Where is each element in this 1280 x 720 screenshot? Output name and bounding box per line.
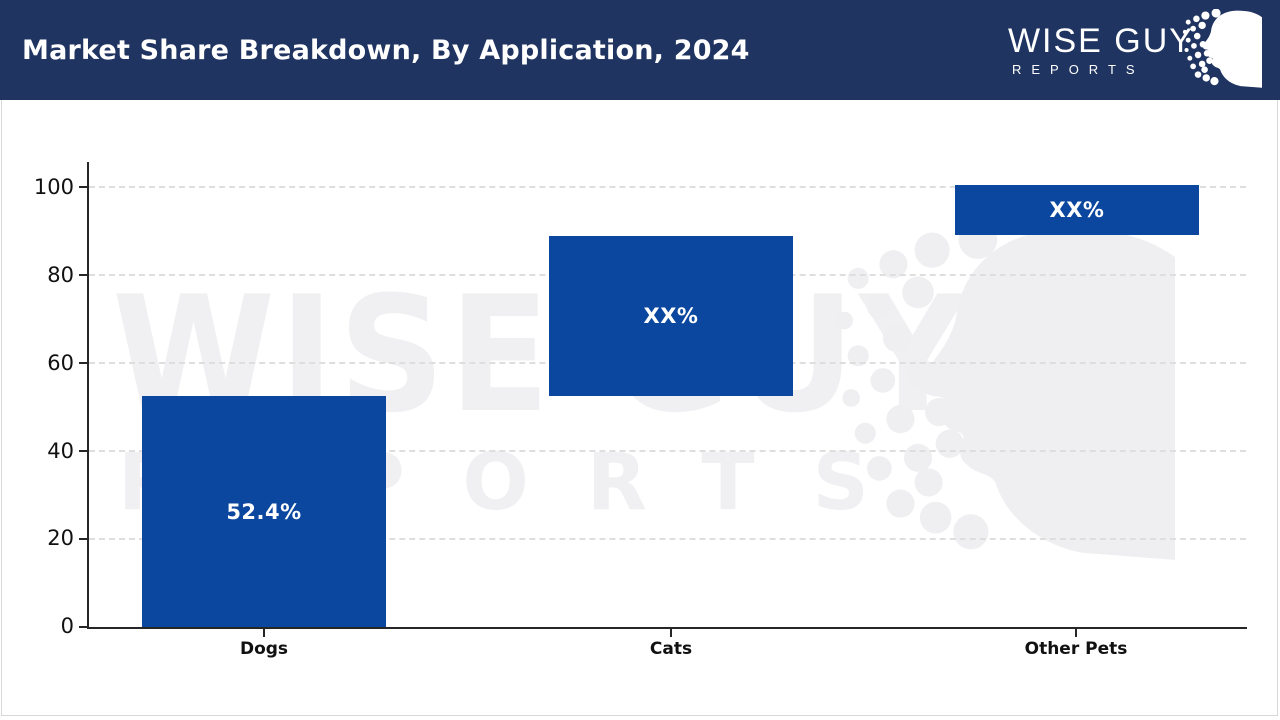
y-axis-spine bbox=[87, 162, 89, 628]
bar-cats: XX% bbox=[549, 236, 793, 396]
gridline-40 bbox=[89, 450, 1246, 452]
y-tick-mark-60 bbox=[79, 362, 87, 364]
y-tick-mark-20 bbox=[79, 538, 87, 540]
bar-other-pets-value-label: XX% bbox=[1049, 198, 1105, 222]
bar-dogs: 52.4% bbox=[142, 396, 386, 627]
y-tick-label-60: 60 bbox=[47, 351, 74, 375]
y-tick-mark-0 bbox=[79, 626, 87, 628]
x-tick-mark-other-pets bbox=[1075, 629, 1077, 637]
y-tick-mark-40 bbox=[79, 450, 87, 452]
y-tick-label-100: 100 bbox=[33, 175, 74, 199]
x-tick-label-cats: Cats bbox=[649, 639, 693, 659]
y-tick-mark-100 bbox=[79, 186, 87, 188]
x-tick-mark-cats bbox=[670, 629, 672, 637]
logo-wordmark: WISE GUY REPORTS bbox=[1008, 23, 1194, 77]
wiseguy-logo: WISE GUY REPORTS bbox=[1008, 9, 1262, 91]
y-tick-label-80: 80 bbox=[47, 263, 74, 287]
y-tick-label-0: 0 bbox=[60, 614, 74, 638]
x-axis-spine bbox=[87, 627, 1247, 629]
bar-other-pets: XX% bbox=[955, 185, 1199, 235]
wiseguy-head-icon bbox=[1182, 9, 1262, 88]
bar-dogs-value-label: 52.4% bbox=[226, 499, 302, 524]
y-tick-label-40: 40 bbox=[47, 439, 74, 463]
x-tick-label-dogs: Dogs bbox=[239, 639, 289, 659]
gridline-20 bbox=[89, 538, 1246, 540]
y-tick-label-20: 20 bbox=[47, 526, 74, 550]
y-tick-mark-80 bbox=[79, 274, 87, 276]
gridline-100 bbox=[89, 186, 1246, 188]
logo-line2: REPORTS bbox=[1011, 62, 1145, 77]
x-tick-mark-dogs bbox=[263, 629, 265, 637]
header-bar: Market Share Breakdown, By Application, … bbox=[0, 0, 1280, 100]
logo-line1: WISE GUY bbox=[1007, 22, 1194, 60]
page-title: Market Share Breakdown, By Application, … bbox=[22, 34, 750, 66]
bar-cats-value-label: XX% bbox=[643, 304, 699, 328]
x-tick-label-other-pets: Other Pets bbox=[1024, 639, 1128, 659]
